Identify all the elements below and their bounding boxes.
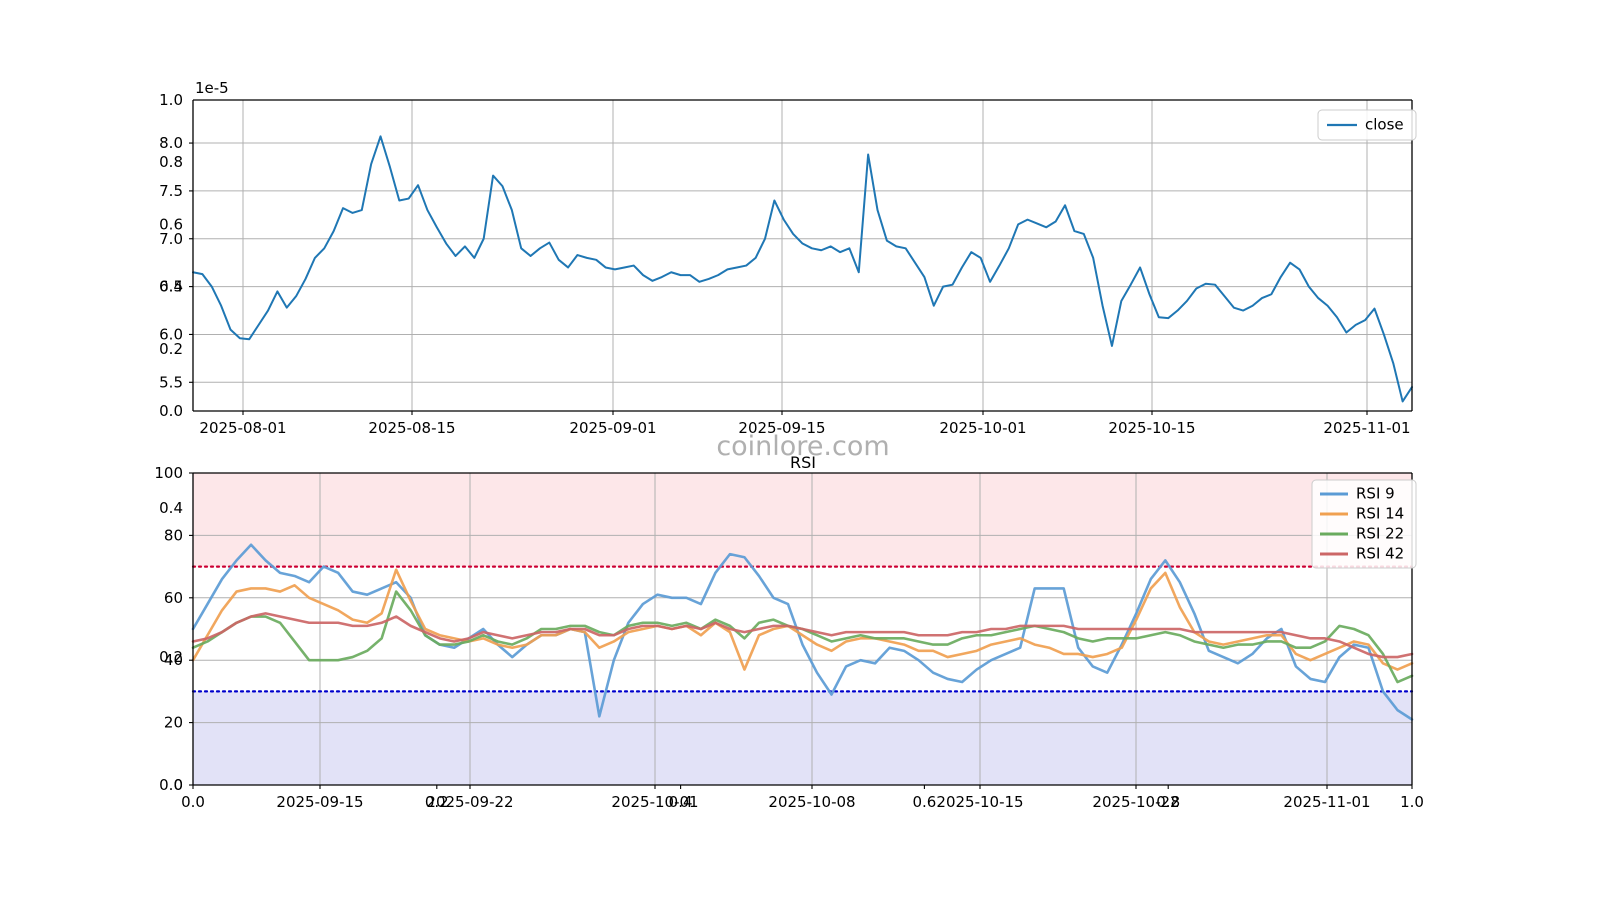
rsi-legend[interactable]: RSI 9 RSI 14 RSI 22 RSI 42 bbox=[1311, 479, 1417, 569]
rsi-panel-title: RSI bbox=[790, 453, 816, 472]
rsi-x-tick-label: 2025-11-01 bbox=[1283, 793, 1370, 811]
price-x-axis-ticklabels: 2025-08-01 2025-08-15 2025-09-01 2025-09-15… bbox=[199, 411, 1411, 437]
rsi-threshold-bands bbox=[193, 473, 1412, 785]
price-y-overlay-tick-label: 1.0 bbox=[159, 91, 183, 109]
price-y-axis-ticklabels: 5.5 6.0 6.5 7.0 7.5 8.0 bbox=[159, 134, 193, 391]
rsi-series-group bbox=[191, 543, 1414, 721]
rsi-x-tick-label: 2025-10-08 bbox=[768, 793, 855, 811]
rsi-line-rsi-9 bbox=[191, 543, 1414, 721]
price-x-tick-label: 2025-10-01 bbox=[939, 419, 1026, 437]
price-x-tick-label: 2025-09-01 bbox=[569, 419, 656, 437]
rsi-y-tick-label: 40 bbox=[164, 651, 183, 669]
price-y-overlay-tick-label: 0.4 bbox=[159, 278, 183, 296]
rsi-y-overlay-tick-label: 0.0 bbox=[159, 776, 183, 794]
price-y-axis-overlay-ticklabels: 0.0 0.2 0.4 0.6 0.8 1.0 bbox=[159, 91, 183, 420]
rsi-legend-label: RSI 42 bbox=[1356, 545, 1404, 563]
rsi-y-tick-label: 20 bbox=[164, 714, 183, 732]
price-line-close bbox=[192, 135, 1413, 403]
price-plot-background bbox=[193, 100, 1412, 411]
watermark-text: coinlore.com bbox=[716, 431, 889, 462]
rsi-y-tick-label: 100 bbox=[154, 464, 183, 482]
price-x-tick-label: 2025-08-15 bbox=[368, 419, 455, 437]
rsi-x-tick-label: 2025-10-22 bbox=[1092, 793, 1179, 811]
rsi-x-overlay-tick-label: 0.8 bbox=[1156, 793, 1180, 811]
rsi-legend-label: RSI 22 bbox=[1356, 525, 1404, 543]
price-axis-offset-text: 1e-5 bbox=[195, 79, 229, 97]
rsi-x-overlay-tick-label: 0.4 bbox=[669, 793, 693, 811]
rsi-threshold-band bbox=[193, 473, 1412, 567]
price-y-overlay-tick-label: 0.0 bbox=[159, 402, 183, 420]
rsi-x-tick-label: 2025-09-15 bbox=[276, 793, 363, 811]
rsi-legend-label: RSI 14 bbox=[1356, 505, 1404, 523]
rsi-x-overlay-tick-label: 0.0 bbox=[181, 793, 205, 811]
price-y-tick-label: 6.0 bbox=[159, 325, 183, 343]
rsi-legend-label: RSI 9 bbox=[1356, 485, 1395, 503]
price-legend[interactable]: close bbox=[1317, 109, 1417, 141]
rsi-x-overlay-tick-label: 0.2 bbox=[425, 793, 449, 811]
rsi-x-overlay-tick-label: 1.0 bbox=[1400, 793, 1424, 811]
rsi-y-axis-overlay-ticklabels: 0.0 0.2 0.4 bbox=[159, 499, 183, 794]
rsi-x-tick-label: 2025-10-15 bbox=[936, 793, 1023, 811]
rsi-y-tick-label: 80 bbox=[164, 526, 183, 544]
rsi-line-rsi-42 bbox=[191, 612, 1414, 659]
rsi-y-tick-label: 0 bbox=[173, 776, 183, 794]
price-x-tick-label: 2025-11-01 bbox=[1323, 419, 1410, 437]
price-y-overlay-tick-label: 0.2 bbox=[159, 340, 183, 358]
price-y-tick-label: 7.0 bbox=[159, 230, 183, 248]
price-x-tick-label: 2025-10-15 bbox=[1108, 419, 1195, 437]
rsi-legend-box bbox=[1311, 479, 1417, 569]
rsi-threshold-lines bbox=[191, 565, 1414, 693]
price-y-tick-label: 5.5 bbox=[159, 373, 183, 391]
price-legend-box bbox=[1317, 109, 1417, 141]
rsi-x-axis-ticklabels: 2025-09-15 2025-09-22 2025-10-01 2025-10-08… bbox=[276, 785, 1371, 811]
rsi-y-overlay-tick-label: 0.4 bbox=[159, 499, 183, 517]
price-legend-label: close bbox=[1365, 116, 1404, 134]
price-y-tick-label: 8.0 bbox=[159, 134, 183, 152]
rsi-y-overlay-tick-label: 0.2 bbox=[159, 648, 183, 666]
price-y-overlay-tick-label: 0.8 bbox=[159, 153, 183, 171]
rsi-threshold-band bbox=[193, 691, 1412, 785]
rsi-x-tick-label: 2025-10-01 bbox=[611, 793, 698, 811]
price-gridlines bbox=[193, 100, 1412, 411]
rsi-line-rsi-14 bbox=[191, 568, 1414, 671]
price-chart-panel: 5.5 6.0 6.5 7.0 7.5 8.0 0.0 0.2 0.4 0.6 0.8 1.0 20… bbox=[159, 79, 1417, 437]
price-y-tick-label: 6.5 bbox=[159, 278, 183, 296]
price-y-tick-label: 7.5 bbox=[159, 182, 183, 200]
rsi-x-tick-label: 2025-09-22 bbox=[426, 793, 513, 811]
price-axes-spines bbox=[192, 99, 1413, 412]
price-series-group bbox=[192, 135, 1413, 403]
price-x-tick-label: 2025-09-15 bbox=[738, 419, 825, 437]
rsi-y-tick-label: 60 bbox=[164, 589, 183, 607]
price-y-overlay-tick-label: 0.6 bbox=[159, 215, 183, 233]
price-x-tick-label: 2025-08-01 bbox=[199, 419, 286, 437]
rsi-x-overlay-tick-label: 0.6 bbox=[912, 793, 936, 811]
rsi-x-axis-overlay-ticklabels: 0.0 0.2 0.4 0.6 0.8 1.0 bbox=[181, 785, 1424, 811]
rsi-y-axis-ticklabels: 0 20 40 60 80 100 bbox=[154, 464, 193, 794]
